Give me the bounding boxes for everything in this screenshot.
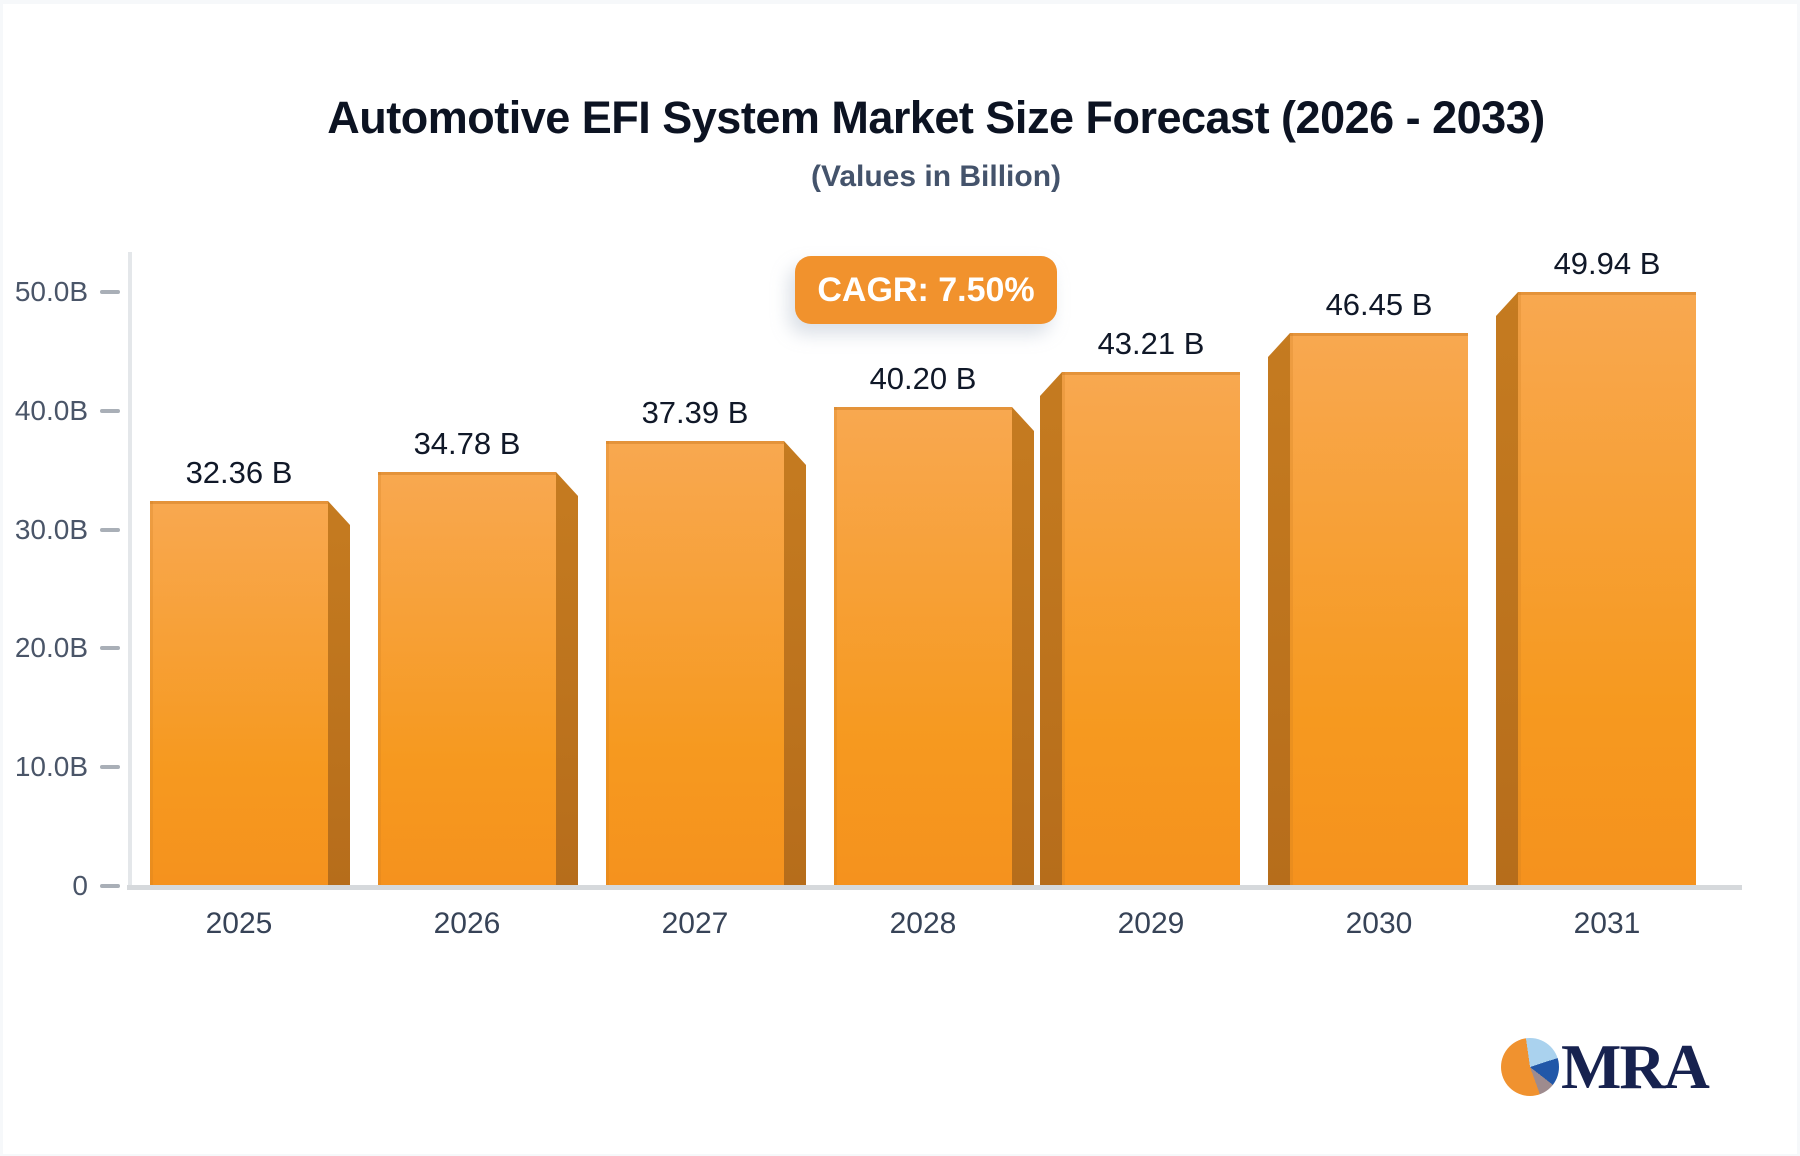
y-tick-label-30: 30.0B bbox=[14, 513, 88, 545]
y-tick-label-50: 50.0B bbox=[14, 276, 88, 307]
x-tick-label-2028: 2028 bbox=[889, 907, 957, 940]
bar-face bbox=[150, 501, 328, 885]
bar-value-label-2026: 34.78 B bbox=[413, 426, 521, 461]
bar-side-shade bbox=[784, 441, 806, 885]
page-edge-bottom bbox=[0, 1154, 1800, 1156]
x-tick-label-2031: 2031 bbox=[1573, 907, 1641, 940]
chart-title: Automotive EFI System Market Size Foreca… bbox=[327, 92, 1545, 143]
page-edge-top bbox=[0, 0, 1800, 4]
x-tick-label-2026: 2026 bbox=[433, 907, 501, 940]
bar-face bbox=[1062, 372, 1240, 885]
y-tick-mark-20 bbox=[100, 646, 120, 651]
bar-value-label-2030: 46.45 B bbox=[1325, 287, 1433, 322]
bar-2025[interactable]: 32.36 B 2025 bbox=[150, 455, 350, 940]
bar-face bbox=[1290, 333, 1468, 885]
bar-2031[interactable]: 49.94 B 2031 bbox=[1496, 246, 1696, 940]
brand-logo-text: MRA bbox=[1561, 1031, 1710, 1102]
bar-2029[interactable]: 43.21 B 2029 bbox=[1040, 326, 1240, 940]
page-edge-right bbox=[1797, 0, 1800, 1156]
bar-value-label-2028: 40.20 B bbox=[869, 361, 977, 396]
bar-face bbox=[606, 441, 784, 885]
x-axis-baseline bbox=[127, 885, 1742, 890]
bar-side-shade bbox=[1012, 407, 1034, 885]
chart-subtitle: (Values in Billion) bbox=[810, 160, 1062, 193]
y-tick-label-20: 20.0B bbox=[14, 632, 88, 664]
y-tick-mark-40 bbox=[100, 408, 120, 413]
bar-side-shade bbox=[1040, 372, 1062, 885]
chart-header: Automotive EFI System Market Size Foreca… bbox=[130, 92, 1742, 194]
y-tick-label-10: 10.0B bbox=[14, 751, 88, 783]
bar-2028[interactable]: 40.20 B 2028 bbox=[834, 361, 1034, 940]
bar-face bbox=[834, 407, 1012, 885]
y-tick-mark-30 bbox=[100, 527, 120, 532]
brand-logo: MRA bbox=[1501, 1031, 1710, 1102]
y-tick-mark-50 bbox=[100, 290, 120, 294]
bar-2026[interactable]: 34.78 B 2026 bbox=[378, 426, 578, 940]
bar-2027[interactable]: 37.39 B 2027 bbox=[606, 395, 806, 940]
x-tick-label-2029: 2029 bbox=[1117, 907, 1185, 940]
pie-chart-logo-icon bbox=[1501, 1038, 1559, 1096]
bar-value-label-2027: 37.39 B bbox=[641, 395, 749, 430]
bar-side-shade bbox=[1268, 333, 1290, 885]
bar-side-shade bbox=[1496, 292, 1518, 885]
y-tick-mark-0 bbox=[100, 884, 120, 888]
x-tick-label-2025: 2025 bbox=[205, 907, 273, 940]
bar-side-shade bbox=[328, 501, 350, 885]
cagr-badge: CAGR: 7.50% bbox=[795, 256, 1057, 324]
bar-2030[interactable]: 46.45 B 2030 bbox=[1268, 287, 1468, 940]
bar-face bbox=[1518, 292, 1696, 885]
bar-value-label-2025: 32.36 B bbox=[185, 455, 293, 490]
y-tick-label-0: 0 bbox=[72, 870, 88, 901]
x-tick-label-2027: 2027 bbox=[661, 907, 729, 940]
bar-face bbox=[378, 472, 556, 885]
y-tick-label-40: 40.0B bbox=[14, 394, 88, 426]
y-axis-line bbox=[128, 252, 132, 888]
bar-value-label-2031: 49.94 B bbox=[1553, 246, 1661, 281]
x-tick-label-2030: 2030 bbox=[1345, 907, 1413, 940]
cagr-badge-label: CAGR: 7.50% bbox=[817, 270, 1035, 309]
bar-value-label-2029: 43.21 B bbox=[1097, 326, 1205, 361]
page-edge-left bbox=[0, 0, 3, 1156]
y-tick-mark-10 bbox=[100, 765, 120, 770]
bar-side-shade bbox=[556, 472, 578, 885]
